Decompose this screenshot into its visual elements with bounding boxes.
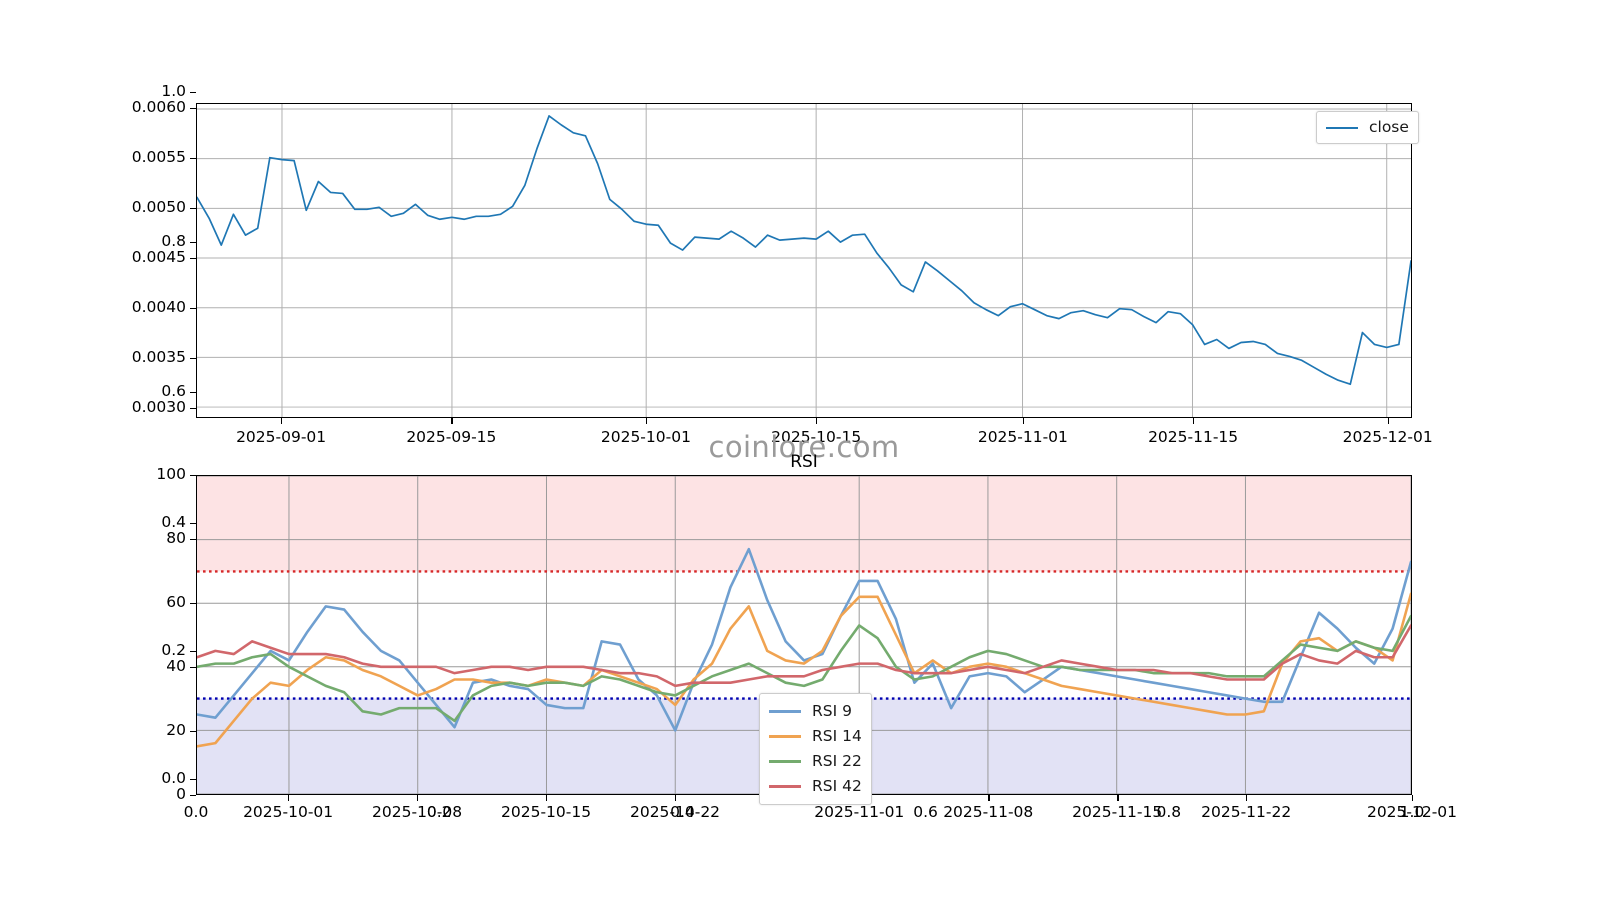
legend-item-rsi-22[interactable]: RSI 22 xyxy=(769,749,862,774)
legend-swatch-rsi-22 xyxy=(769,760,801,763)
legend-label-close: close xyxy=(1369,117,1409,136)
rsi-x-tickmark xyxy=(1412,795,1414,801)
price-x-tickmark xyxy=(1387,418,1389,424)
price-x-tick-label: 2025-10-01 xyxy=(600,428,691,446)
rsi-y-tickmark xyxy=(190,475,196,477)
rsi-x-tick-label: 2025-10-01 xyxy=(243,803,334,821)
price-secondary-y-tickmark xyxy=(190,242,196,244)
price-x-tick-label: 2025-09-15 xyxy=(406,428,497,446)
price-secondary-y-tick-label: 0.6 xyxy=(161,382,186,400)
price-y-tick-label: 0.0045 xyxy=(131,248,186,266)
rsi-x-tick-label: 2025-10-22 xyxy=(629,803,721,821)
rsi-y-tick-label: 20 xyxy=(166,721,186,739)
price-x-tickmark xyxy=(1022,418,1025,424)
rsi-secondary-x-tick-label: 0.4 xyxy=(670,803,695,821)
rsi-legend: RSI 9 RSI 14 RSI 22 RSI 42 xyxy=(759,693,872,805)
rsi-x-tick-label: 2025-11-01 xyxy=(814,803,905,821)
rsi-secondary-x-tick-label: 0.8 xyxy=(1156,803,1182,821)
price-chart-panel xyxy=(196,103,1412,418)
price-x-tickmark xyxy=(451,418,453,424)
price-legend: close xyxy=(1316,111,1419,144)
legend-item-close[interactable]: close xyxy=(1326,117,1409,138)
rsi-x-tickmark xyxy=(1246,795,1248,801)
price-y-tickmark xyxy=(190,258,196,260)
legend-swatch-rsi-42 xyxy=(769,785,801,788)
rsi-x-tick-label: 2025-11-08 xyxy=(943,803,1034,821)
price-y-tick-label: 0.0055 xyxy=(131,148,186,166)
rsi-y-tick-label: 80 xyxy=(166,529,186,547)
rsi-y-tickmark xyxy=(190,731,196,733)
price-x-tick-label: 2025-12-01 xyxy=(1342,428,1433,446)
legend-swatch-close xyxy=(1326,126,1358,129)
rsi-x-tick-label: 2025-11-22 xyxy=(1201,803,1292,821)
rsi-x-tick-label: 2025-10-15 xyxy=(501,803,592,821)
rsi-y-tickmark xyxy=(190,539,196,541)
rsi-x-tickmark xyxy=(988,795,990,801)
legend-item-rsi-42[interactable]: RSI 42 xyxy=(769,774,862,799)
price-secondary-y-tickmark xyxy=(190,92,196,94)
legend-label-rsi-22: RSI 22 xyxy=(812,751,862,770)
price-x-tickmark xyxy=(645,418,648,424)
legend-item-rsi-9[interactable]: RSI 9 xyxy=(769,699,862,724)
rsi-secondary-y-tickmark xyxy=(190,523,196,525)
price-y-tick-label: 0.0030 xyxy=(131,398,186,416)
price-plot-area xyxy=(197,104,1411,417)
price-x-tick-label: 2025-10-15 xyxy=(771,428,862,446)
price-x-tickmark xyxy=(281,418,283,424)
rsi-x-tickmark xyxy=(1117,795,1119,801)
price-x-tick-label: 2025-09-01 xyxy=(236,428,327,446)
rsi-secondary-x-tick-label: 0.6 xyxy=(913,803,938,821)
rsi-x-tickmark xyxy=(417,795,419,801)
price-secondary-y-tick-label: 1.0 xyxy=(161,82,186,100)
rsi-secondary-x-tick-label: 1.0 xyxy=(1399,803,1425,821)
rsi-x-tick-label: 2025-12-01 xyxy=(1366,803,1458,821)
legend-item-rsi-14[interactable]: RSI 14 xyxy=(769,724,862,749)
rsi-secondary-y-tick-label: 0.4 xyxy=(161,513,186,531)
price-y-tickmark xyxy=(190,408,196,410)
price-x-tickmark xyxy=(1193,418,1195,424)
price-y-tickmark xyxy=(190,358,196,360)
rsi-y-tickmark xyxy=(190,603,196,605)
legend-swatch-rsi-9 xyxy=(769,710,801,713)
rsi-y-tick-label: 40 xyxy=(166,657,186,675)
price-x-tickmark xyxy=(816,418,818,424)
rsi-y-tickmark xyxy=(190,795,196,797)
price-y-tick-label: 0.0035 xyxy=(131,348,186,366)
rsi-y-tick-label: 60 xyxy=(166,593,186,611)
rsi-x-tickmark xyxy=(288,795,290,801)
rsi-x-tick-label: 2025-10-08 xyxy=(372,803,463,821)
price-y-tickmark xyxy=(190,158,196,160)
legend-swatch-rsi-14 xyxy=(769,735,801,738)
rsi-secondary-x-tick-label: 0.2 xyxy=(426,803,452,821)
rsi-y-tick-label: 0 xyxy=(176,785,186,803)
rsi-x-tick-label: 2025-11-15 xyxy=(1072,803,1163,821)
rsi-x-tickmark xyxy=(675,795,677,801)
rsi-secondary-y-tickmark xyxy=(190,779,196,781)
rsi-y-tick-label: 100 xyxy=(156,465,186,483)
price-y-tickmark xyxy=(190,308,196,310)
price-secondary-y-tick-label: 0.8 xyxy=(161,232,186,250)
price-secondary-y-tickmark xyxy=(190,392,196,394)
legend-label-rsi-14: RSI 14 xyxy=(812,726,862,745)
price-y-tickmark xyxy=(190,108,196,110)
rsi-secondary-y-tickmark xyxy=(190,651,196,653)
price-x-tick-label: 2025-11-15 xyxy=(1148,428,1239,446)
rsi-title: RSI xyxy=(790,452,818,472)
rsi-y-tickmark xyxy=(190,667,196,669)
price-y-tick-label: 0.0040 xyxy=(131,298,186,316)
price-y-tick-label: 0.0060 xyxy=(131,98,186,116)
rsi-x-tickmark xyxy=(546,795,548,801)
price-y-tick-label: 0.0050 xyxy=(131,198,186,216)
legend-label-rsi-9: RSI 9 xyxy=(812,701,852,720)
price-y-tickmark xyxy=(190,208,196,210)
legend-label-rsi-42: RSI 42 xyxy=(812,776,862,795)
price-x-tick-label: 2025-11-01 xyxy=(977,428,1068,446)
watermark: coinlore.com xyxy=(708,430,900,464)
rsi-secondary-y-tick-label: 0.2 xyxy=(161,641,186,659)
rsi-secondary-y-tick-label: 0.0 xyxy=(161,769,186,787)
rsi-secondary-x-tick-label: 0.0 xyxy=(183,803,209,821)
